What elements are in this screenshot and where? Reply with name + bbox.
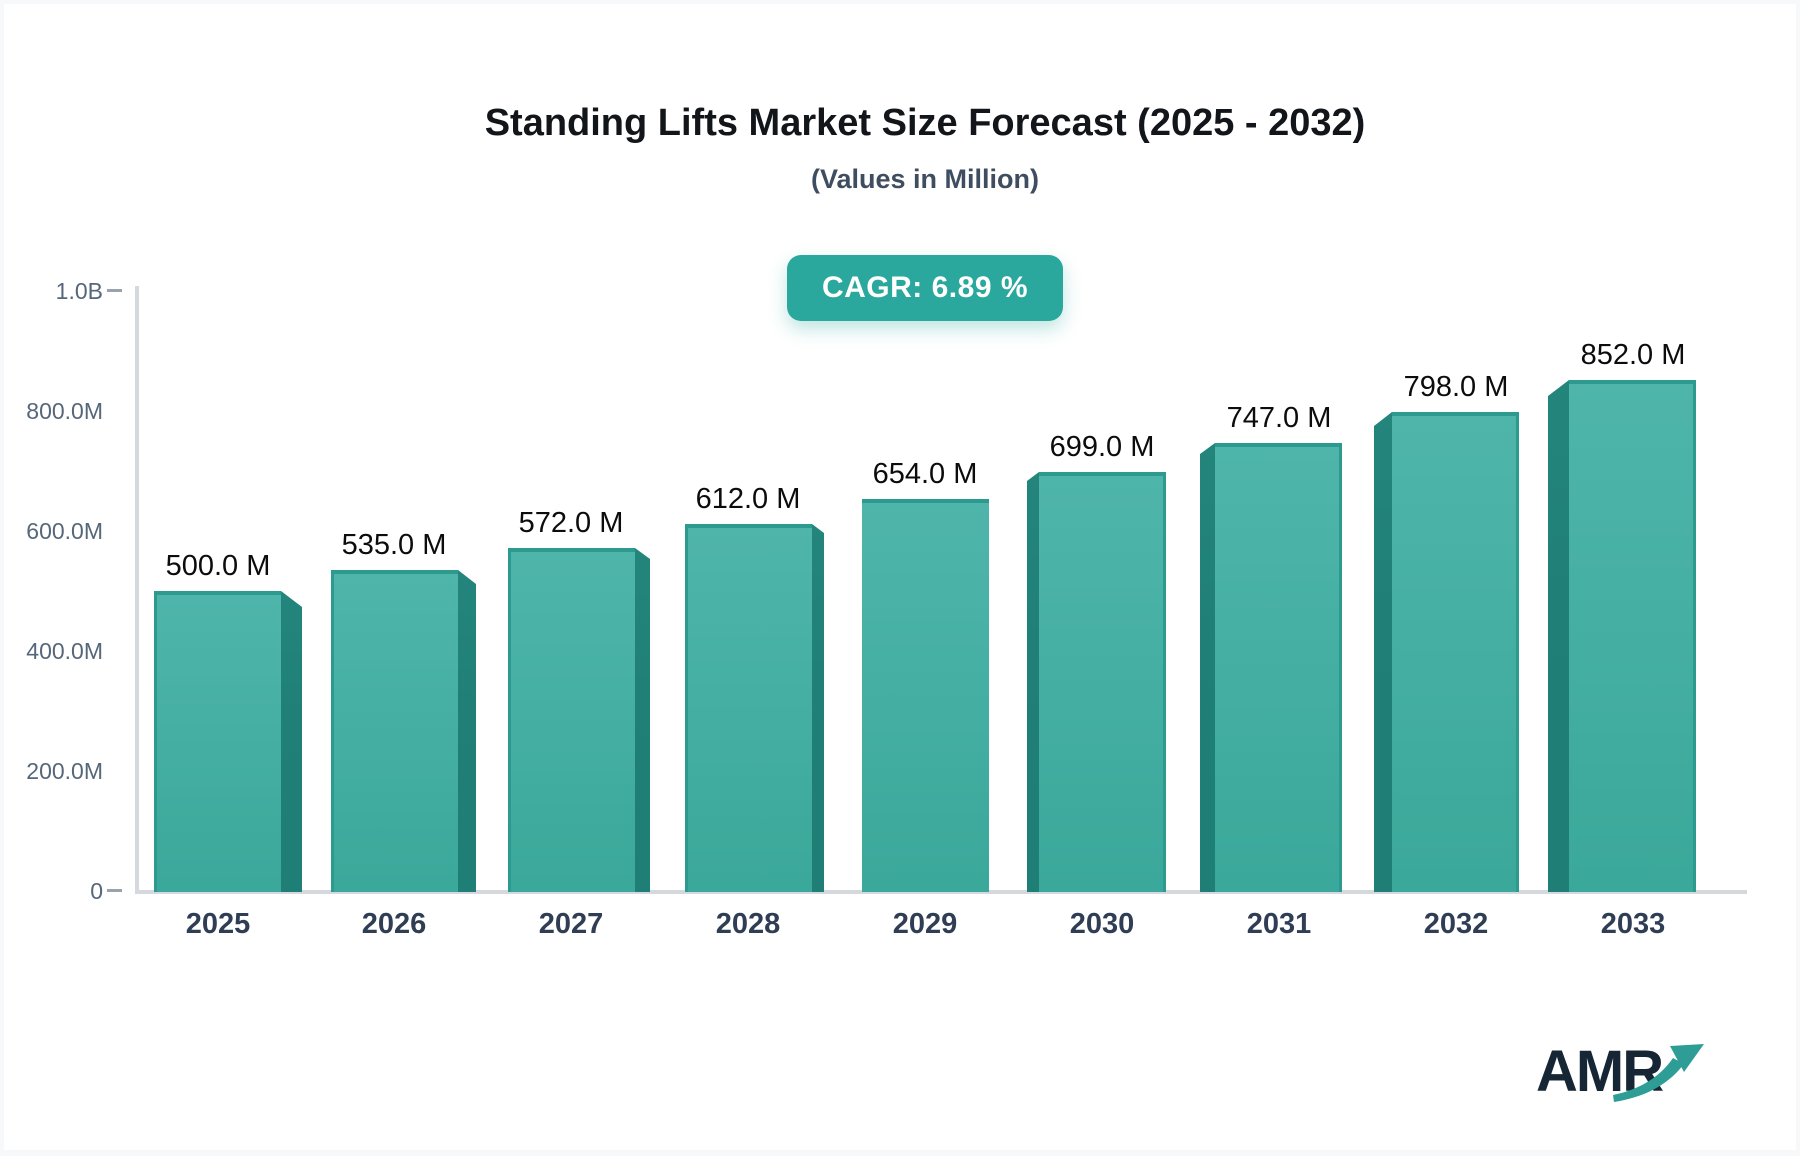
cagr-badge: CAGR: 6.89 % bbox=[787, 255, 1063, 321]
bar-2031 bbox=[1215, 443, 1342, 892]
bar-value-label-2025: 500.0 M bbox=[165, 550, 271, 582]
bar-side-face-2028 bbox=[812, 524, 824, 892]
x-axis-label-2030: 2030 bbox=[1069, 908, 1135, 940]
bar-side-face-2025 bbox=[281, 591, 302, 892]
bar-value-label-2027: 572.0 M bbox=[518, 507, 624, 539]
x-axis-label-2025: 2025 bbox=[185, 908, 251, 940]
x-axis-label-2028: 2028 bbox=[715, 908, 781, 940]
bar-value-label-2028: 612.0 M bbox=[695, 483, 801, 515]
bar-2030 bbox=[1039, 472, 1166, 892]
bar-value-label-2033: 852.0 M bbox=[1580, 339, 1686, 371]
chart-title: Standing Lifts Market Size Forecast (202… bbox=[484, 102, 1366, 144]
y-axis-tick bbox=[107, 289, 122, 292]
bar-side-face-2030 bbox=[1027, 472, 1039, 892]
bar-side-face-2031 bbox=[1200, 443, 1215, 892]
bar-value-label-2032: 798.0 M bbox=[1403, 371, 1509, 403]
x-axis-label-2032: 2032 bbox=[1423, 908, 1489, 940]
y-axis-tick bbox=[107, 889, 122, 892]
x-axis-label-2026: 2026 bbox=[361, 908, 427, 940]
bar-side-face-2027 bbox=[635, 548, 650, 892]
trend-up-arrow-icon bbox=[1613, 1044, 1704, 1102]
y-axis-label: 0 bbox=[90, 878, 103, 904]
bar-value-label-2026: 535.0 M bbox=[341, 529, 447, 561]
x-axis-label-2033: 2033 bbox=[1600, 908, 1666, 940]
y-axis-label: 1.0B bbox=[55, 278, 103, 304]
bar-2028 bbox=[685, 524, 812, 892]
bar-value-label-2030: 699.0 M bbox=[1049, 431, 1155, 463]
x-axis-label-2027: 2027 bbox=[538, 908, 604, 940]
y-axis-label: 400.0M bbox=[26, 638, 103, 664]
bar-side-face-2026 bbox=[458, 570, 476, 892]
bar-2027 bbox=[508, 548, 635, 892]
bar-value-label-2031: 747.0 M bbox=[1226, 402, 1332, 434]
bar-side-face-2033 bbox=[1548, 380, 1569, 892]
y-axis-label: 200.0M bbox=[26, 758, 103, 784]
bar-2029 bbox=[862, 499, 989, 892]
cagr-badge-label: CAGR: 6.89 % bbox=[821, 271, 1029, 304]
y-axis-label: 800.0M bbox=[26, 398, 103, 424]
x-axis-label-2031: 2031 bbox=[1246, 908, 1312, 940]
amr-logo: AMR bbox=[1536, 1038, 1726, 1110]
x-axis-label-2029: 2029 bbox=[892, 908, 958, 940]
y-axis-label: 600.0M bbox=[26, 518, 103, 544]
bar-value-label-2029: 654.0 M bbox=[872, 458, 978, 490]
bar-2033 bbox=[1569, 380, 1696, 892]
bar-2025 bbox=[154, 591, 281, 892]
bar-2032 bbox=[1392, 412, 1519, 892]
bar-2026 bbox=[331, 570, 458, 892]
x-axis-line bbox=[135, 890, 1747, 894]
y-axis-line bbox=[135, 286, 139, 894]
chart-subtitle: (Values in Million) bbox=[810, 164, 1040, 194]
bar-side-face-2032 bbox=[1374, 412, 1392, 892]
